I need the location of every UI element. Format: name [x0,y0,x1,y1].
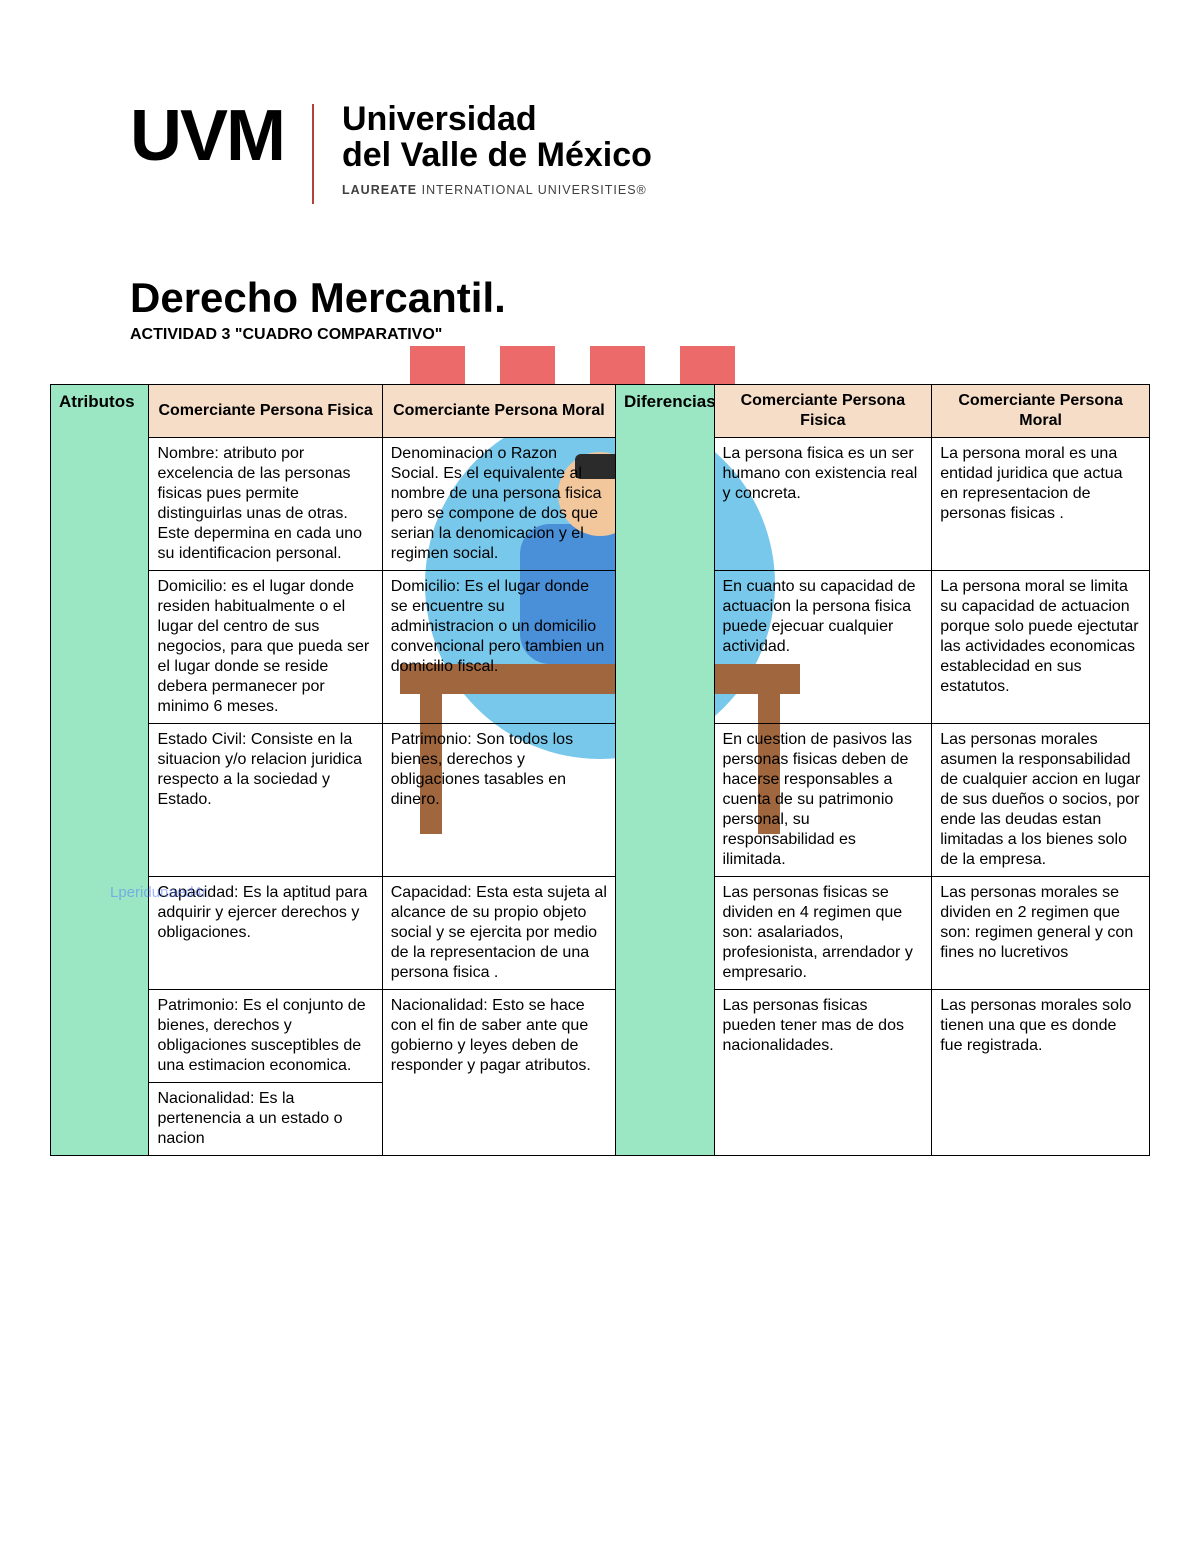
header-moral-1: Comerciante Persona Moral [382,385,615,438]
cell-atr-r6-fis: Nacionalidad: Es la pertenencia a un est… [149,1083,382,1156]
cell-atr-r2-fis: Domicilio: es el lugar donde residen hab… [149,571,382,724]
cell-dif-r3-mor: Las personas morales asumen la responsab… [932,724,1150,877]
table-header-row: Atributos Comerciante Persona Fisica Com… [51,385,1150,438]
category-atributos: Atributos [51,385,149,1156]
table-row: Patrimonio: Es el conjunto de bienes, de… [51,990,1150,1083]
cell-dif-r2-fis: En cuanto su capacidad de actuacion la p… [714,571,932,724]
logo-block: UVM Universidad del Valle de México LAUR… [130,100,1150,204]
cell-atr-r1-mor: Denominacion o Razon Social. Es el equiv… [382,438,615,571]
table-wrapper: Lperidunaed4r. Atributos Comerciante Per… [50,384,1150,1156]
cell-dif-r5-fis: Las personas fisicas pueden tener mas de… [714,990,932,1156]
cell-dif-r4-fis: Las personas fisicas se dividen en 4 reg… [714,877,932,990]
cell-dif-r1-fis: La persona fisica es un ser humano con e… [714,438,932,571]
university-name-block: Universidad del Valle de México LAUREATE… [342,100,652,197]
table-row: Capacidad: Es la aptitud para adquirir y… [51,877,1150,990]
university-name-line1: Universidad [342,102,652,138]
header-fisica-1: Comerciante Persona Fisica [149,385,382,438]
comparison-table: Atributos Comerciante Persona Fisica Com… [50,384,1150,1156]
cell-atr-r5-mor: Nacionalidad: Esto se hace con el fin de… [382,990,615,1156]
cell-atr-r3-mor: Patrimonio: Son todos los bienes, derech… [382,724,615,877]
table-row: Domicilio: es el lugar donde residen hab… [51,571,1150,724]
cell-dif-r2-mor: La persona moral se limita su capacidad … [932,571,1150,724]
cell-atr-r4-mor: Capacidad: Esta esta sujeta al alcance d… [382,877,615,990]
cell-atr-r2-mor: Domicilio: Es el lugar donde se encuentr… [382,571,615,724]
table-row: Estado Civil: Consiste en la situacion y… [51,724,1150,877]
cell-atr-r4-fis: Capacidad: Es la aptitud para adquirir y… [149,877,382,990]
header-moral-2: Comerciante Persona Moral [932,385,1150,438]
cell-atr-r5-fis: Patrimonio: Es el conjunto de bienes, de… [149,990,382,1083]
category-diferencias: Diferencias [616,385,714,1156]
logo-divider [312,104,314,204]
cell-dif-r4-mor: Las personas morales se dividen en 2 reg… [932,877,1150,990]
cell-dif-r3-fis: En cuestion de pasivos las personas fisi… [714,724,932,877]
document-title: Derecho Mercantil. [130,274,1150,322]
laureate-rest: INTERNATIONAL UNIVERSITIES® [417,183,647,197]
document-subtitle: ACTIVIDAD 3 "CUADRO COMPARATIVO" [130,326,1150,344]
cell-dif-r1-mor: La persona moral es una entidad juridica… [932,438,1150,571]
table-row: Nombre: atributo por excelencia de las p… [51,438,1150,571]
title-block: Derecho Mercantil. ACTIVIDAD 3 "CUADRO C… [130,274,1150,344]
header-fisica-2: Comerciante Persona Fisica [714,385,932,438]
university-name-line2: del Valle de México [342,138,652,174]
laureate-line: LAUREATE INTERNATIONAL UNIVERSITIES® [342,183,652,197]
cell-dif-r5-mor: Las personas morales solo tienen una que… [932,990,1150,1156]
uvm-mark: UVM [130,100,284,172]
cell-atr-r3-fis: Estado Civil: Consiste en la situacion y… [149,724,382,877]
cell-atr-r1-fis: Nombre: atributo por excelencia de las p… [149,438,382,571]
laureate-bold: LAUREATE [342,183,417,197]
